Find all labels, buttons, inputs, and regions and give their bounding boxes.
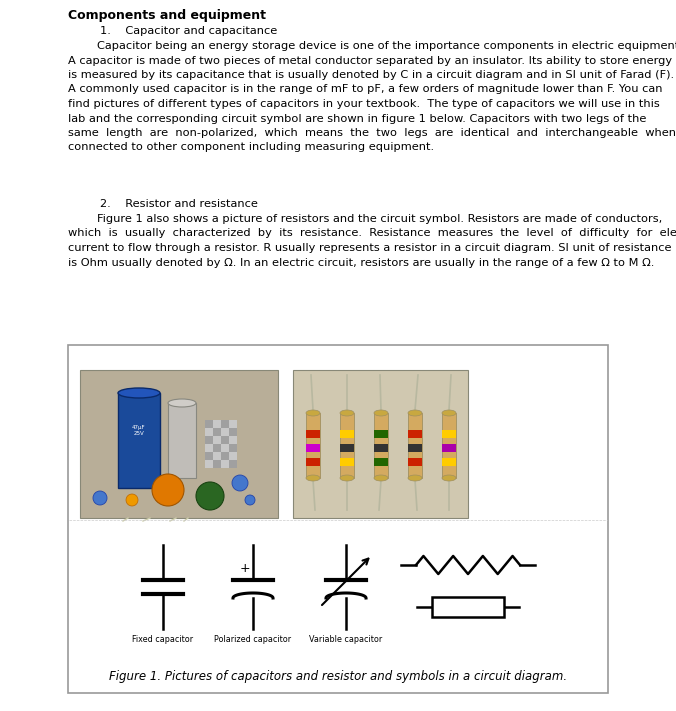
Ellipse shape	[168, 399, 196, 407]
Bar	[221, 420, 229, 428]
Bar	[340, 413, 354, 478]
Bar	[408, 444, 422, 452]
Text: 47μF
25V: 47μF 25V	[132, 425, 146, 436]
Ellipse shape	[118, 388, 160, 398]
Bar	[229, 420, 237, 428]
Bar	[229, 428, 237, 436]
Circle shape	[126, 494, 138, 506]
Ellipse shape	[442, 475, 456, 481]
Bar	[221, 460, 229, 468]
Ellipse shape	[340, 410, 354, 416]
Bar	[213, 436, 221, 444]
Bar	[408, 458, 422, 466]
Bar	[205, 460, 213, 468]
Bar	[221, 428, 229, 436]
Bar	[68, 345, 608, 693]
Text: is measured by its capacitance that is usually denoted by C in a circuit diagram: is measured by its capacitance that is u…	[68, 70, 674, 80]
Text: A commonly used capacitor is in the range of mF to pF, a few orders of magnitude: A commonly used capacitor is in the rang…	[68, 85, 662, 95]
Bar	[205, 452, 213, 460]
Bar	[168, 403, 196, 478]
Bar	[229, 444, 237, 452]
Bar	[374, 458, 388, 466]
Bar	[229, 460, 237, 468]
Text: 2.    Resistor and resistance: 2. Resistor and resistance	[100, 199, 258, 209]
Circle shape	[93, 491, 107, 505]
Bar	[221, 444, 229, 452]
Circle shape	[152, 474, 184, 506]
Bar	[205, 420, 213, 428]
Ellipse shape	[306, 410, 320, 416]
Bar	[293, 370, 468, 518]
Bar	[340, 430, 354, 438]
Bar	[442, 430, 456, 438]
Ellipse shape	[374, 410, 388, 416]
Ellipse shape	[442, 410, 456, 416]
Text: Figure 1. Pictures of capacitors and resistor and symbols in a circuit diagram.: Figure 1. Pictures of capacitors and res…	[109, 670, 567, 683]
Text: Figure 1 also shows a picture of resistors and the circuit symbol. Resistors are: Figure 1 also shows a picture of resisto…	[68, 214, 662, 224]
Text: which  is  usually  characterized  by  its  resistance.  Resistance  measures  t: which is usually characterized by its re…	[68, 228, 676, 238]
Bar	[213, 460, 221, 468]
Bar	[306, 413, 320, 478]
Text: lab and the corresponding circuit symbol are shown in figure 1 below. Capacitors: lab and the corresponding circuit symbol…	[68, 114, 646, 124]
Bar	[221, 452, 229, 460]
Bar	[340, 458, 354, 466]
Bar	[205, 436, 213, 444]
Bar	[442, 444, 456, 452]
Bar	[442, 413, 456, 478]
Bar	[213, 452, 221, 460]
Bar	[306, 430, 320, 438]
Bar	[118, 393, 160, 488]
Bar	[374, 444, 388, 452]
Bar	[306, 458, 320, 466]
Text: Polarized capacitor: Polarized capacitor	[214, 635, 291, 644]
Text: Capacitor being an energy storage device is one of the importance components in : Capacitor being an energy storage device…	[68, 41, 676, 51]
Bar	[229, 436, 237, 444]
Text: current to flow through a resistor. R usually represents a resistor in a circuit: current to flow through a resistor. R us…	[68, 243, 671, 253]
Text: A capacitor is made of two pieces of metal conductor separated by an insulator. : A capacitor is made of two pieces of met…	[68, 55, 672, 65]
Bar	[205, 444, 213, 452]
Bar	[221, 436, 229, 444]
Bar	[374, 430, 388, 438]
Text: connected to other component including measuring equipment.: connected to other component including m…	[68, 142, 434, 152]
Ellipse shape	[408, 410, 422, 416]
Bar	[408, 413, 422, 478]
Text: Fixed capacitor: Fixed capacitor	[132, 635, 193, 644]
Circle shape	[232, 475, 248, 491]
Bar	[213, 444, 221, 452]
Bar	[213, 428, 221, 436]
Bar	[374, 413, 388, 478]
Text: same  length  are  non-polarized,  which  means  the  two  legs  are  identical : same length are non-polarized, which mea…	[68, 128, 676, 138]
Text: find pictures of different types of capacitors in your textbook.  The type of ca: find pictures of different types of capa…	[68, 99, 660, 109]
Ellipse shape	[408, 475, 422, 481]
Ellipse shape	[306, 475, 320, 481]
Circle shape	[245, 495, 255, 505]
Bar	[442, 458, 456, 466]
Ellipse shape	[340, 475, 354, 481]
Bar	[340, 444, 354, 452]
Circle shape	[196, 482, 224, 510]
Bar	[408, 430, 422, 438]
Text: Components and equipment: Components and equipment	[68, 9, 266, 22]
Bar	[432, 597, 504, 617]
Bar	[213, 420, 221, 428]
Bar	[229, 452, 237, 460]
Text: 1.    Capacitor and capacitance: 1. Capacitor and capacitance	[100, 26, 277, 36]
Bar	[306, 444, 320, 452]
Ellipse shape	[374, 475, 388, 481]
Bar	[80, 370, 278, 518]
Text: is Ohm usually denoted by Ω. In an electric circuit, resistors are usually in th: is Ohm usually denoted by Ω. In an elect…	[68, 257, 654, 267]
Text: Variable capacitor: Variable capacitor	[310, 635, 383, 644]
Text: +: +	[240, 562, 250, 574]
Bar	[205, 428, 213, 436]
